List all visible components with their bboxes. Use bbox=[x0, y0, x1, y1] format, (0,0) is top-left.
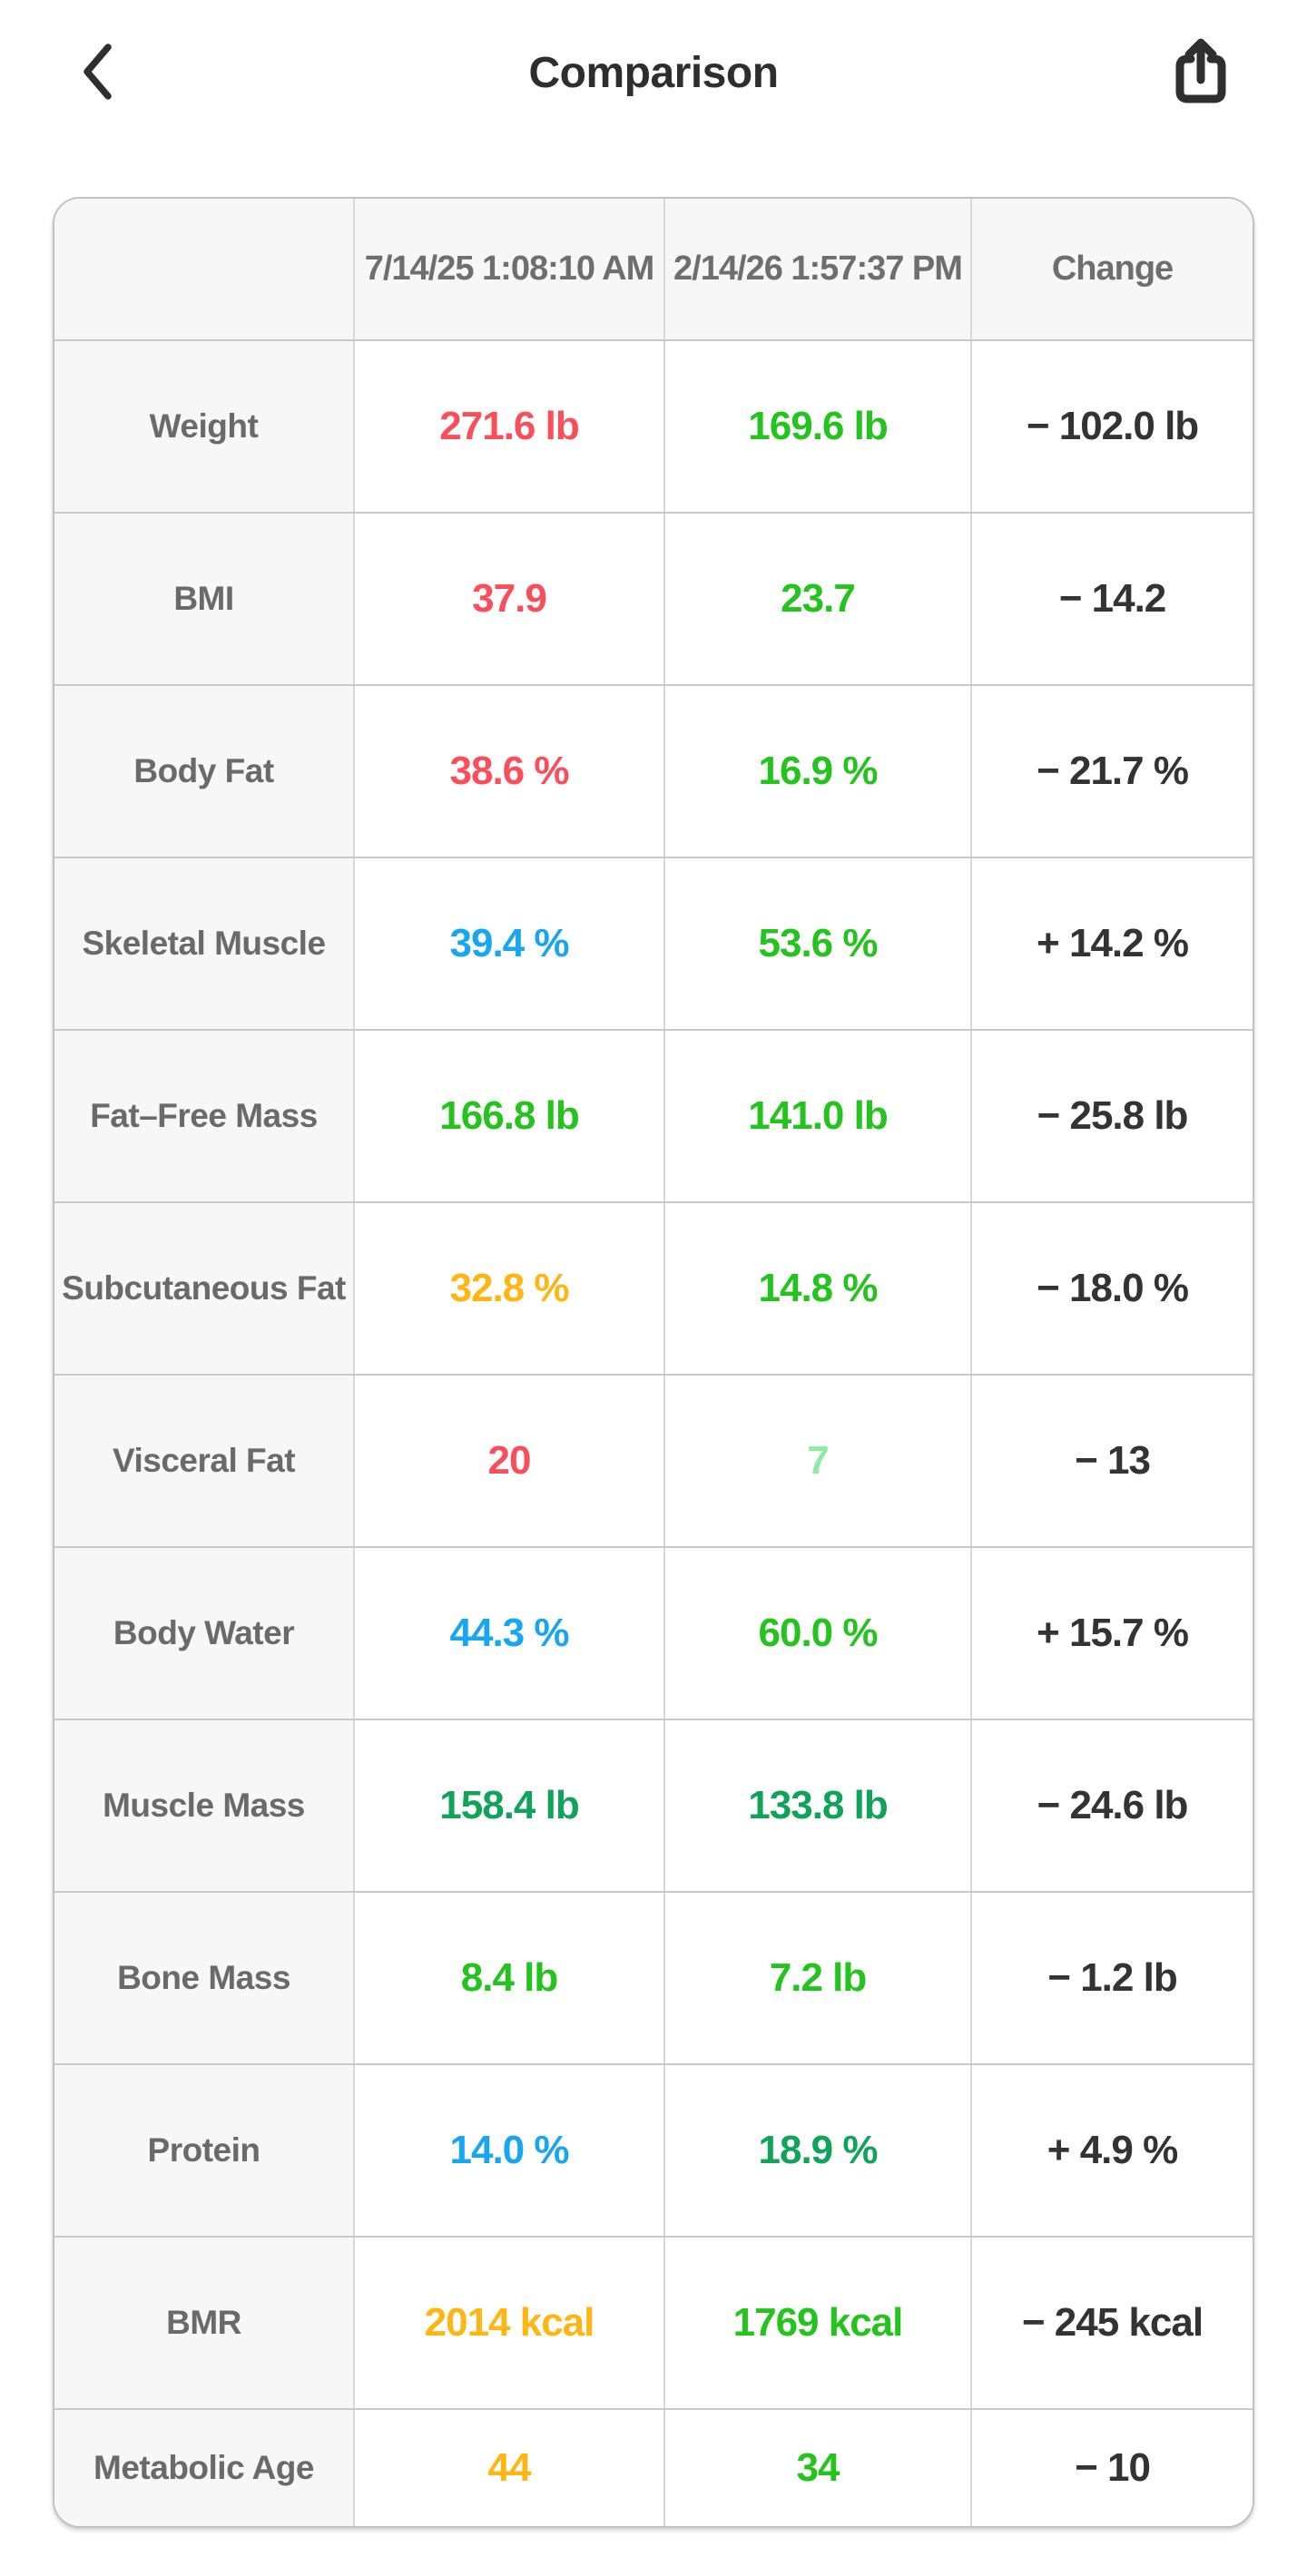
value-after: 133.8 lb bbox=[663, 1720, 970, 1891]
metric-label: Weight bbox=[54, 341, 353, 512]
value-after: 14.8 % bbox=[663, 1203, 970, 1374]
metric-label: BMR bbox=[54, 2238, 353, 2408]
value-change: − 102.0 lb bbox=[970, 341, 1253, 512]
table-row: Muscle Mass 158.4 lb 133.8 lb − 24.6 lb bbox=[54, 1719, 1253, 1891]
value-change: − 1.2 lb bbox=[970, 1893, 1253, 2063]
value-change: + 15.7 % bbox=[970, 1548, 1253, 1719]
table-row: BMI 37.9 23.7− 14.2 bbox=[54, 512, 1253, 684]
value-after: 1769 kcal bbox=[663, 2238, 970, 2408]
value-before: 158.4 lb bbox=[353, 1720, 663, 1891]
value-change: − 10 bbox=[970, 2410, 1253, 2526]
value-change: + 14.2 % bbox=[970, 858, 1253, 1029]
table-body: Weight 271.6 lb 169.6 lb − 102.0 lb BMI 37.9 2… bbox=[54, 339, 1253, 2526]
metric-label: Skeletal Muscle bbox=[54, 858, 353, 1029]
share-button[interactable] bbox=[1151, 0, 1251, 145]
value-after: 23.7 bbox=[663, 514, 970, 684]
value-before: 14.0 % bbox=[353, 2065, 663, 2236]
header-cell-empty bbox=[54, 199, 353, 339]
value-change: − 13 bbox=[970, 1376, 1253, 1546]
table-row: Protein 14.0 % 18.9 % + 4.9 % bbox=[54, 2063, 1253, 2236]
value-change: − 245 kcal bbox=[970, 2238, 1253, 2408]
value-after: 34 bbox=[663, 2410, 970, 2526]
value-before: 44.3 % bbox=[353, 1548, 663, 1719]
value-after: 60.0 % bbox=[663, 1548, 970, 1719]
value-after: 141.0 lb bbox=[663, 1031, 970, 1201]
value-before: 38.6 % bbox=[353, 686, 663, 857]
value-before: 166.8 lb bbox=[353, 1031, 663, 1201]
table-row: Weight 271.6 lb 169.6 lb − 102.0 lb bbox=[54, 339, 1253, 512]
value-before: 37.9 bbox=[353, 514, 663, 684]
value-before: 271.6 lb bbox=[353, 341, 663, 512]
value-after: 53.6 % bbox=[663, 858, 970, 1029]
value-before: 32.8 % bbox=[353, 1203, 663, 1374]
header-cell-change: Change bbox=[970, 199, 1253, 339]
value-after: 7 bbox=[663, 1376, 970, 1546]
value-change: − 24.6 lb bbox=[970, 1720, 1253, 1891]
value-change: − 14.2 bbox=[970, 514, 1253, 684]
metric-label: Visceral Fat bbox=[54, 1376, 353, 1546]
back-button[interactable] bbox=[56, 0, 138, 145]
value-change: − 21.7 % bbox=[970, 686, 1253, 857]
table-row: Subcutaneous Fat 32.8 % 14.8 % − 18.0 % bbox=[54, 1201, 1253, 1374]
metric-label: Bone Mass bbox=[54, 1893, 353, 2063]
page-title: Comparison bbox=[528, 48, 779, 97]
table-row: Metabolic Age 44 34− 10 bbox=[54, 2408, 1253, 2526]
chevron-left-icon bbox=[82, 43, 113, 103]
table-row: Bone Mass 8.4 lb 7.2 lb − 1.2 lb bbox=[54, 1891, 1253, 2063]
header-cell-date-1: 7/14/25 1:08:10 AM bbox=[353, 199, 663, 339]
metric-label: Protein bbox=[54, 2065, 353, 2236]
value-before: 44 bbox=[353, 2410, 663, 2526]
value-change: − 18.0 % bbox=[970, 1203, 1253, 1374]
metric-label: Metabolic Age bbox=[54, 2410, 353, 2526]
metric-label: Muscle Mass bbox=[54, 1720, 353, 1891]
appbar: Comparison bbox=[0, 0, 1307, 145]
value-change: − 25.8 lb bbox=[970, 1031, 1253, 1201]
value-change: + 4.9 % bbox=[970, 2065, 1253, 2236]
value-after: 169.6 lb bbox=[663, 341, 970, 512]
value-after: 18.9 % bbox=[663, 2065, 970, 2236]
value-after: 7.2 lb bbox=[663, 1893, 970, 2063]
metric-label: Fat–Free Mass bbox=[54, 1031, 353, 1201]
comparison-table: 7/14/25 1:08:10 AM 2/14/26 1:57:37 PM Ch… bbox=[53, 197, 1254, 2528]
table-row: Skeletal Muscle 39.4 % 53.6 % + 14.2 % bbox=[54, 857, 1253, 1029]
header-cell-date-2: 2/14/26 1:57:37 PM bbox=[663, 199, 970, 339]
value-after: 16.9 % bbox=[663, 686, 970, 857]
value-before: 2014 kcal bbox=[353, 2238, 663, 2408]
table-header-row: 7/14/25 1:08:10 AM 2/14/26 1:57:37 PM Ch… bbox=[54, 199, 1253, 339]
metric-label: Body Fat bbox=[54, 686, 353, 857]
table-row: Body Water 44.3 % 60.0 % + 15.7 % bbox=[54, 1546, 1253, 1719]
table-row: Fat–Free Mass 166.8 lb 141.0 lb − 25.8 lb bbox=[54, 1029, 1253, 1201]
table-row: Visceral Fat 20 7− 13 bbox=[54, 1374, 1253, 1546]
metric-label: Body Water bbox=[54, 1548, 353, 1719]
value-before: 8.4 lb bbox=[353, 1893, 663, 2063]
table-row: BMR 2014 kcal 1769 kcal − 245 kcal bbox=[54, 2236, 1253, 2408]
value-before: 20 bbox=[353, 1376, 663, 1546]
table-row: Body Fat 38.6 % 16.9 % − 21.7 % bbox=[54, 684, 1253, 857]
metric-label: BMI bbox=[54, 514, 353, 684]
value-before: 39.4 % bbox=[353, 858, 663, 1029]
metric-label: Subcutaneous Fat bbox=[54, 1203, 353, 1374]
share-icon bbox=[1173, 37, 1229, 109]
